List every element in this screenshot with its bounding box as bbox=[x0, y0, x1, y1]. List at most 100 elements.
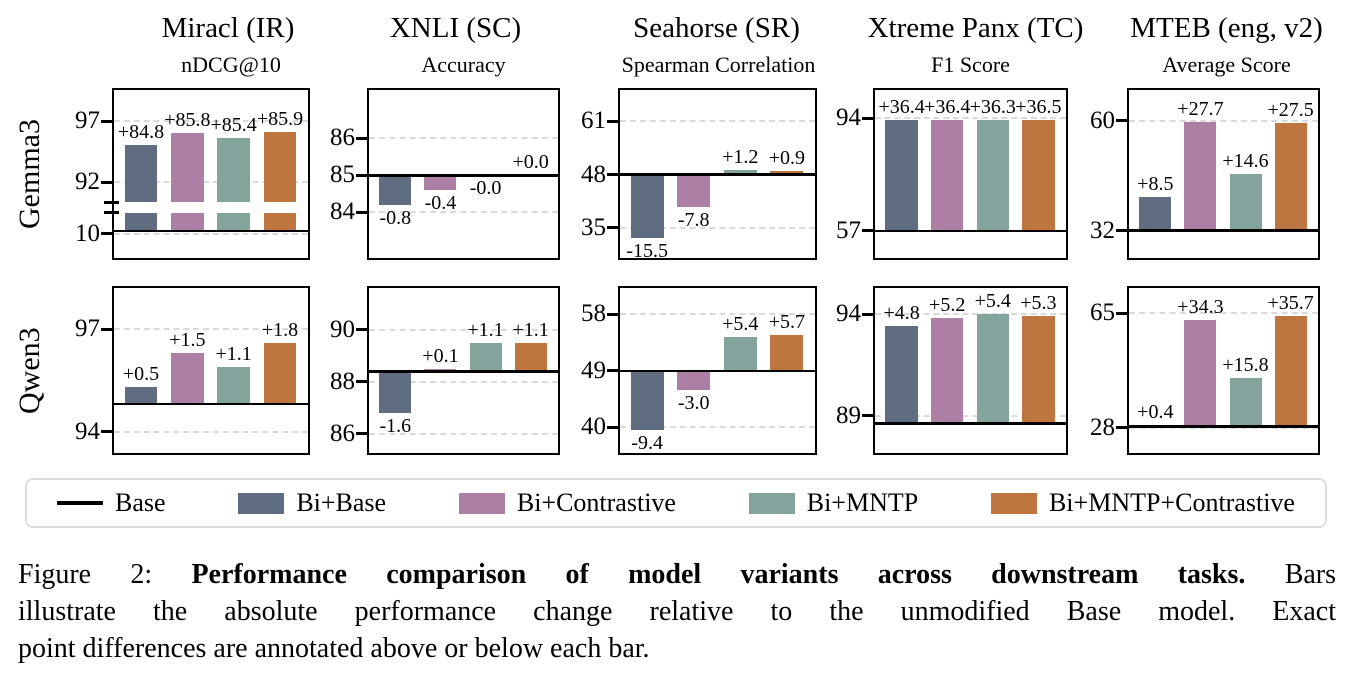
y-tick-mark bbox=[356, 380, 367, 384]
gridline bbox=[620, 226, 815, 229]
bar-bi-base bbox=[124, 387, 158, 405]
y-tick-label: 60 bbox=[1090, 106, 1115, 134]
bar-annotation: +1.1 bbox=[467, 318, 504, 341]
bar-annotation: -0.4 bbox=[424, 192, 457, 215]
y-tick-label: 65 bbox=[1090, 299, 1115, 327]
column-subtitle-ndcg-10: nDCG@10 bbox=[181, 52, 281, 77]
bar-bi-contrastive bbox=[424, 175, 457, 191]
y-tick-label: 86 bbox=[330, 419, 355, 447]
bar-annotation: -1.6 bbox=[379, 414, 412, 437]
bar-bi-mntp-contrastive bbox=[514, 342, 547, 372]
y-tick-mark bbox=[101, 327, 112, 331]
base-reference-line bbox=[114, 229, 308, 233]
gridline bbox=[875, 414, 1066, 417]
legend-item-bi-mntp: Bi+MNTP bbox=[748, 488, 918, 518]
base-reference-line bbox=[1129, 229, 1318, 232]
bar-annotation: +27.5 bbox=[1267, 98, 1314, 121]
bar-annotation: +1.2 bbox=[722, 145, 759, 168]
y-tick-mark bbox=[356, 432, 367, 436]
plot-gemma3-miracl-ir: 97 92 10 +84.8 +85.8 +85.4 +85.9 bbox=[75, 88, 310, 260]
caption-line-1: Figure 2: Performance comparison of mode… bbox=[18, 556, 1336, 593]
bar-annotation: +84.8 bbox=[117, 121, 165, 144]
figure-caption: Figure 2: Performance comparison of mode… bbox=[18, 556, 1336, 667]
gridline bbox=[369, 432, 558, 435]
y-tick-mark bbox=[607, 312, 618, 316]
bar-bi-base bbox=[379, 175, 412, 206]
axis-break-mark bbox=[104, 211, 119, 215]
legend: Base Bi+Base Bi+Contrastive Bi+MNTP Bi+MNTP+… bbox=[25, 478, 1327, 528]
axis-break-band bbox=[114, 202, 308, 213]
y-tick-mark bbox=[607, 119, 618, 123]
base-line-swatch bbox=[57, 501, 103, 505]
bar-bi-contrastive bbox=[424, 368, 457, 372]
bar-bi-mntp bbox=[1229, 173, 1262, 231]
y-tick-label: 97 bbox=[75, 315, 100, 342]
bar-bi-base bbox=[885, 326, 918, 424]
bar-bi-mntp bbox=[976, 120, 1009, 231]
bar-annotation: +85.4 bbox=[210, 114, 257, 137]
bar-annotation: +14.6 bbox=[1222, 149, 1269, 172]
bi-contrastive-color-swatch bbox=[458, 492, 505, 514]
bar-bi-contrastive bbox=[931, 318, 964, 424]
plot-gemma3-seahorse-sr: 61 48 35 -15.5 -7.8 +1.2 +0.9 bbox=[581, 88, 817, 263]
y-tick-label: 94 bbox=[836, 300, 861, 328]
column-subtitle-f1-score: F1 Score bbox=[931, 52, 1010, 77]
bar-bi-mntp bbox=[217, 366, 251, 405]
y-tick-mark bbox=[356, 328, 367, 332]
column-subtitle-accuracy: Accuracy bbox=[421, 52, 506, 77]
gridline bbox=[369, 211, 558, 214]
bar-bi-base bbox=[630, 370, 664, 430]
y-tick-mark bbox=[862, 229, 873, 233]
bar-annotation: +0.5 bbox=[122, 363, 160, 386]
gridline bbox=[875, 117, 1066, 120]
y-tick-mark bbox=[101, 430, 112, 433]
bar-bi-mntp bbox=[723, 337, 757, 371]
column-title-xnli-sc: XNLI (SC) bbox=[389, 12, 522, 44]
plot-qwen3-xtreme-panx-tc: 94 89 +4.8 +5.2 +5.4 +5.3 bbox=[836, 286, 1068, 455]
y-tick-mark bbox=[101, 180, 112, 184]
column-title-miracl-ir: Miracl (IR) bbox=[161, 12, 295, 44]
plot-qwen3-seahorse-sr: 58 49 40 -9.4 -3.0 +5.4 +5.7 bbox=[581, 286, 817, 455]
bar-annotation: +5.3 bbox=[1020, 292, 1057, 315]
legend-item-bi-mntp-contrastive: Bi+MNTP+Contrastive bbox=[990, 488, 1295, 518]
legend-label: Bi+Base bbox=[296, 488, 387, 517]
gridline bbox=[620, 313, 815, 316]
bar-bi-contrastive bbox=[1184, 320, 1217, 427]
bar-bi-base bbox=[630, 174, 664, 239]
gridline bbox=[620, 120, 815, 123]
y-tick-mark bbox=[607, 226, 618, 230]
caption-line-3: point differences are annotated above or… bbox=[18, 633, 650, 664]
bi-mntp-color-swatch bbox=[748, 492, 795, 514]
bar-annotation: +4.8 bbox=[883, 302, 920, 325]
bar-annotation: +8.5 bbox=[1137, 173, 1174, 196]
y-tick-mark bbox=[607, 369, 618, 373]
column-title-xtreme-panx-tc: Xtreme Panx (TC) bbox=[867, 12, 1084, 44]
bar-annotation: -0.0 bbox=[469, 177, 502, 200]
y-tick-label: 49 bbox=[581, 356, 606, 384]
bar-annotation: +0.0 bbox=[512, 151, 549, 174]
gridline bbox=[875, 313, 1066, 316]
y-tick-mark bbox=[101, 119, 112, 123]
y-tick-mark bbox=[607, 425, 618, 429]
bar-bi-mntp-contrastive bbox=[263, 132, 297, 232]
y-tick-label: 48 bbox=[581, 160, 606, 188]
y-tick-label: 40 bbox=[581, 413, 606, 441]
y-tick-label: 88 bbox=[330, 367, 355, 395]
y-tick-label: 85 bbox=[330, 161, 355, 189]
bar-annotation: +1.1 bbox=[215, 342, 252, 365]
legend-label: Base bbox=[115, 488, 166, 517]
gridline bbox=[1129, 312, 1318, 315]
gridline bbox=[369, 380, 558, 383]
bar-annotation: -15.5 bbox=[626, 240, 668, 263]
gridline bbox=[114, 232, 308, 235]
y-tick-label: 10 bbox=[75, 219, 100, 247]
bar-bi-mntp bbox=[723, 169, 757, 175]
bar-bi-mntp-contrastive bbox=[1274, 316, 1307, 427]
base-reference-line bbox=[875, 229, 1066, 233]
y-tick-label: 57 bbox=[836, 216, 861, 244]
bar-annotation: +85.8 bbox=[164, 109, 211, 132]
bar-bi-base bbox=[1139, 197, 1172, 231]
bar-annotation: +85.9 bbox=[256, 108, 304, 131]
bar-annotation: +35.7 bbox=[1267, 292, 1314, 315]
bar-annotation: -3.0 bbox=[677, 391, 710, 414]
